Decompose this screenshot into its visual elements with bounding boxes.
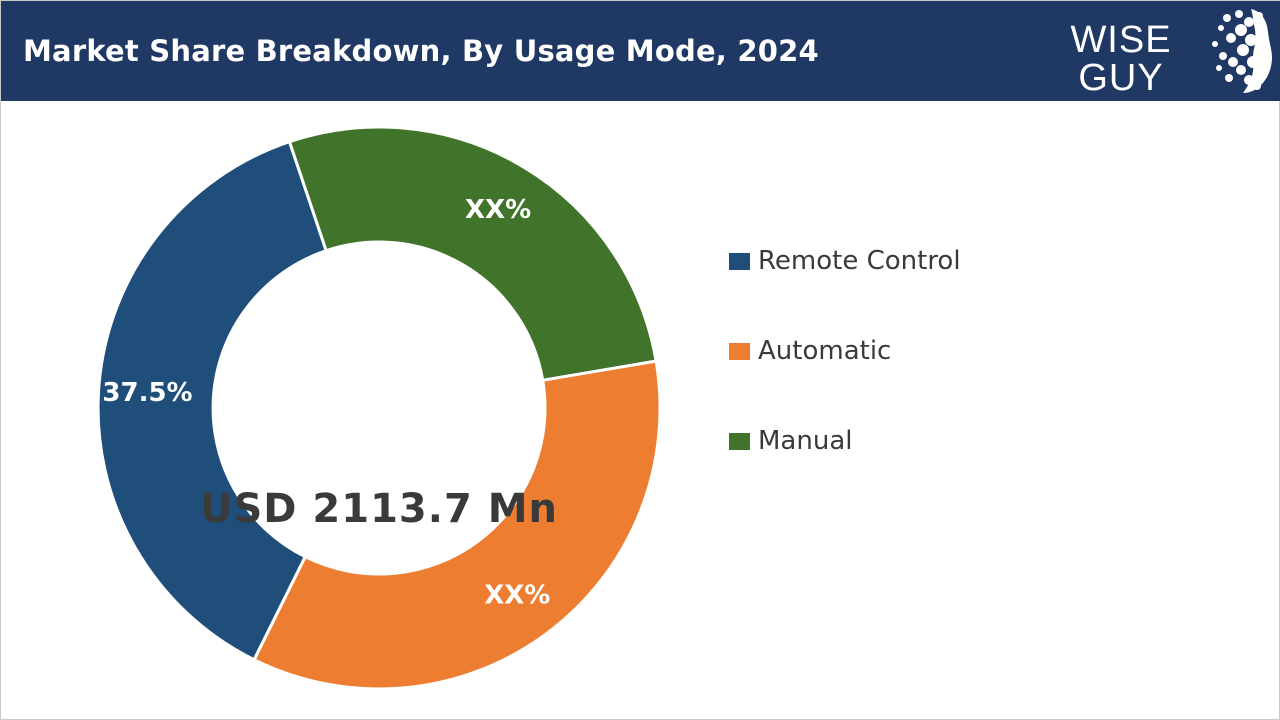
donut-chart: XX% XX% 37.5% [96,125,662,691]
slice-automatic [252,359,662,691]
slice-manual [287,125,658,382]
brand-head-icon [1212,9,1272,93]
donut-center-label: USD 2113.7 Mn [200,486,558,532]
legend-label-remote-control: Remote Control [758,246,961,276]
legend-label-automatic: Automatic [758,336,892,366]
legend-label-manual: Manual [758,426,853,456]
legend-item-manual: Manual [729,427,961,455]
brand-name: WISE GUY [1070,19,1172,99]
header-bar: Market Share Breakdown, By Usage Mode, 2… [1,1,1280,115]
chart-area: XX% XX% 37.5% USD 2113.7 Mn Remote Control… [1,101,1279,719]
slice-label-automatic: XX% [484,580,550,610]
slice-label-manual: XX% [465,195,531,225]
legend-item-remote-control: Remote Control [729,247,961,275]
legend-swatch-manual [729,432,750,450]
legend-item-automatic: Automatic [729,337,961,365]
legend-swatch-remote-control [729,252,750,270]
chart-legend: Remote Control Automatic Manual [729,247,961,517]
page-title: Market Share Breakdown, By Usage Mode, 2… [23,34,819,68]
slice-remote-control [96,140,328,662]
legend-swatch-automatic [729,342,750,360]
slice-label-remote-control: 37.5% [102,378,192,408]
